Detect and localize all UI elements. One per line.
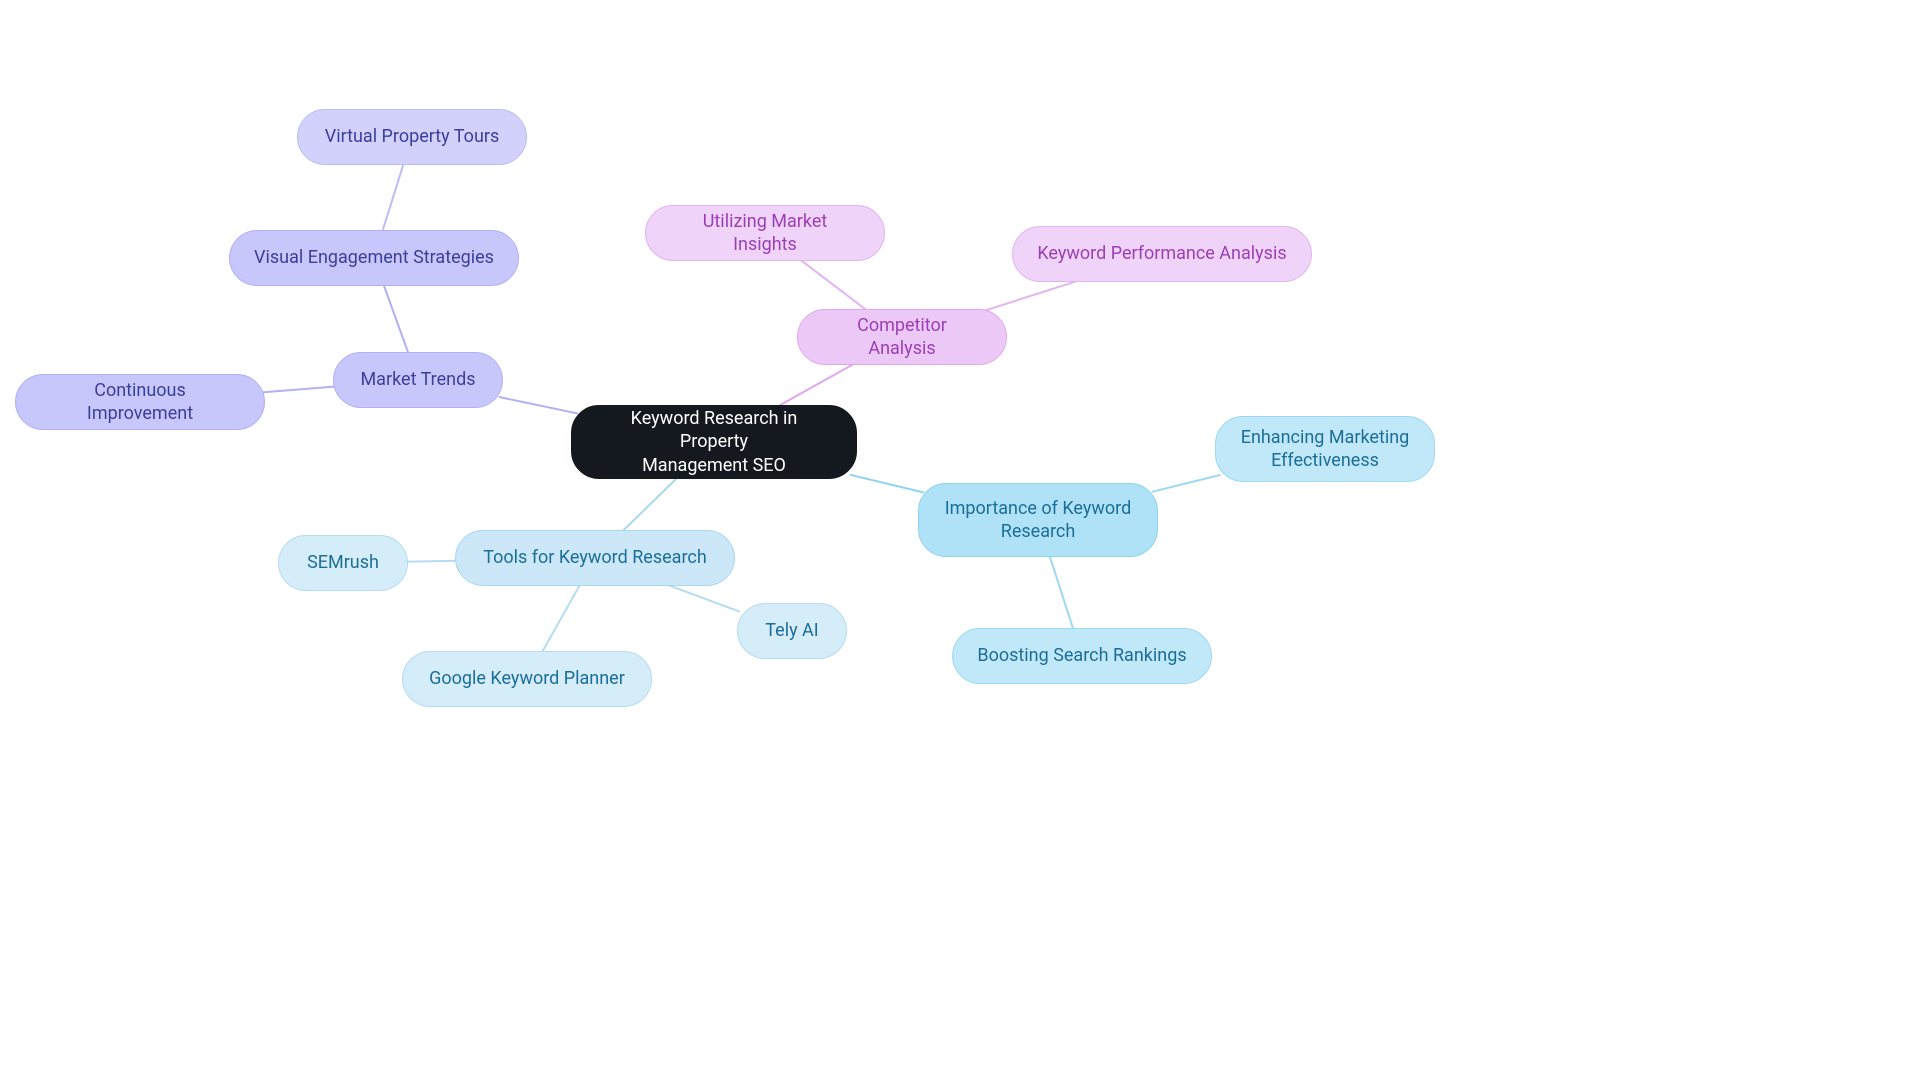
node-tools: Tools for Keyword Research xyxy=(455,530,735,586)
node-visual: Visual Engagement Strategies xyxy=(229,230,519,286)
node-continuous: Continuous Improvement xyxy=(15,374,265,430)
node-competitor: Competitor Analysis xyxy=(797,309,1007,365)
edge xyxy=(667,585,740,612)
node-trends: Market Trends xyxy=(333,352,503,408)
node-utilizing: Utilizing Market Insights xyxy=(645,205,885,261)
node-tely: Tely AI xyxy=(737,603,847,659)
edge xyxy=(850,475,924,493)
edge xyxy=(985,281,1078,311)
edge xyxy=(382,164,403,232)
edge xyxy=(1152,475,1221,492)
edge xyxy=(622,477,678,531)
edge xyxy=(800,260,867,311)
node-root: Keyword Research in Property Management … xyxy=(571,405,857,479)
node-google: Google Keyword Planner xyxy=(402,651,652,707)
node-enhancing: Enhancing Marketing Effectiveness xyxy=(1215,416,1435,482)
edge xyxy=(777,364,854,407)
edge xyxy=(405,561,462,562)
edge xyxy=(259,386,338,392)
node-boosting: Boosting Search Rankings xyxy=(952,628,1212,684)
edge xyxy=(384,285,409,354)
edge xyxy=(1049,555,1073,629)
node-importance: Importance of Keyword Research xyxy=(918,483,1158,557)
edge xyxy=(499,397,578,414)
node-virtual: Virtual Property Tours xyxy=(297,109,527,165)
node-performance: Keyword Performance Analysis xyxy=(1012,226,1312,282)
node-semrush: SEMrush xyxy=(278,535,408,591)
edge xyxy=(542,585,580,653)
